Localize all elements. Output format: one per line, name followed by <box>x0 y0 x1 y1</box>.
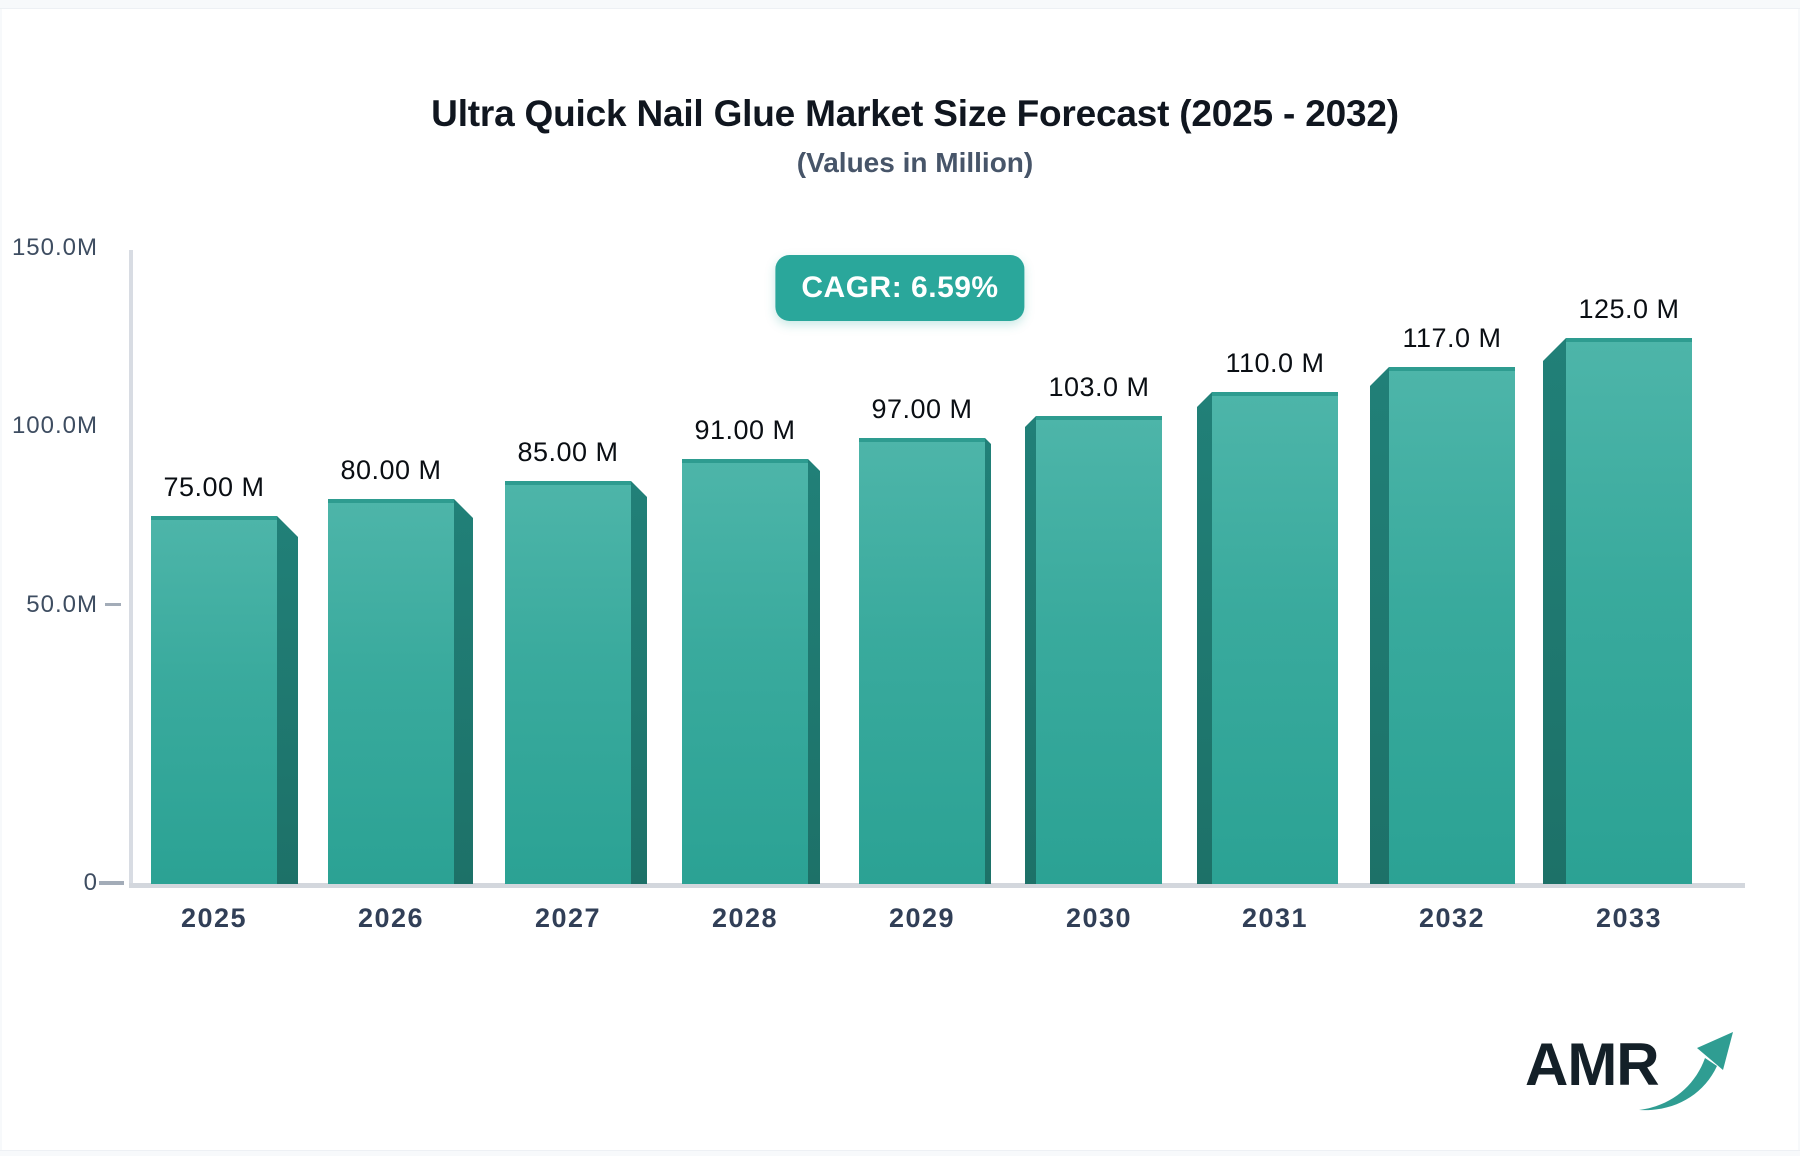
x-tick-label: 2030 <box>1065 903 1133 933</box>
bar-side <box>1025 416 1036 884</box>
bar-side <box>1197 392 1212 884</box>
bar-side <box>454 499 473 884</box>
bar-face <box>328 499 454 884</box>
bar-group: 110.0 M <box>1197 348 1338 884</box>
page-subtitle: (Values in Million) <box>796 147 1034 178</box>
bar-side <box>985 438 991 884</box>
bar-group: 91.00 M <box>682 415 820 884</box>
x-tick-label: 2031 <box>1241 903 1309 933</box>
y-tick-label: 0 <box>83 869 98 896</box>
bar-value-label: 103.0 M <box>1048 372 1150 402</box>
amr-logo-arrow-icon <box>1639 1032 1733 1111</box>
bar-value-label: 117.0 M <box>1402 323 1502 353</box>
bar-side <box>808 459 820 884</box>
bar-side <box>631 481 647 884</box>
bar-group: 80.00 M <box>328 455 473 884</box>
bar-value-label: 85.00 M <box>517 437 619 467</box>
bar-value-label: 110.0 M <box>1225 348 1325 378</box>
y-tick-label: 150.0M <box>11 233 98 261</box>
top-edge-strip <box>0 0 1800 9</box>
x-tick-label: 2026 <box>357 903 425 933</box>
bar-group: 117.0 M <box>1370 323 1515 884</box>
bar-value-label: 75.00 M <box>163 472 265 502</box>
amr-logo-text: AMR <box>1525 1031 1660 1098</box>
y-axis-line <box>129 250 133 887</box>
bar-group: 125.0 M <box>1543 294 1692 884</box>
bar-face <box>1389 367 1515 884</box>
bar-value-label: 91.00 M <box>694 415 796 445</box>
bar-side <box>1543 338 1566 884</box>
bar-side <box>277 516 298 884</box>
y-tick-mark <box>99 881 124 885</box>
x-tick-label: 2033 <box>1595 903 1663 933</box>
y-tick-label: 100.0M <box>11 412 98 440</box>
bar-value-label: 97.00 M <box>871 394 973 424</box>
y-tick-label: 50.0M <box>26 590 98 618</box>
x-tick-label: 2029 <box>888 903 956 933</box>
bar-group: 75.00 M <box>151 472 298 884</box>
bar-face <box>682 459 808 884</box>
x-tick-label: 2025 <box>180 903 248 933</box>
bar-group: 103.0 M <box>1025 372 1162 884</box>
bar-value-label: 80.00 M <box>340 455 442 485</box>
bar-face <box>1036 416 1162 884</box>
bar-face <box>1566 338 1692 884</box>
page-title: Ultra Quick Nail Glue Market Size Foreca… <box>431 93 1399 134</box>
cagr-badge: CAGR: 6.59% <box>775 255 1025 321</box>
x-tick-label: 2027 <box>534 903 602 933</box>
bar-face <box>1212 392 1338 884</box>
x-tick-label: 2028 <box>711 903 779 933</box>
x-tick-label: 2032 <box>1418 903 1486 933</box>
bar-face <box>505 481 631 884</box>
bar-face <box>859 438 985 884</box>
amr-logo: AMR <box>1525 1022 1733 1117</box>
bar-value-label: 125.0 M <box>1578 294 1680 324</box>
bar-group: 85.00 M <box>505 437 647 884</box>
bar-group: 97.00 M <box>859 394 991 884</box>
bar-face <box>151 516 277 884</box>
bottom-edge-strip <box>0 1150 1800 1156</box>
y-tick-mark <box>105 602 121 606</box>
x-axis-line <box>129 883 1745 888</box>
bar-side <box>1370 367 1389 884</box>
